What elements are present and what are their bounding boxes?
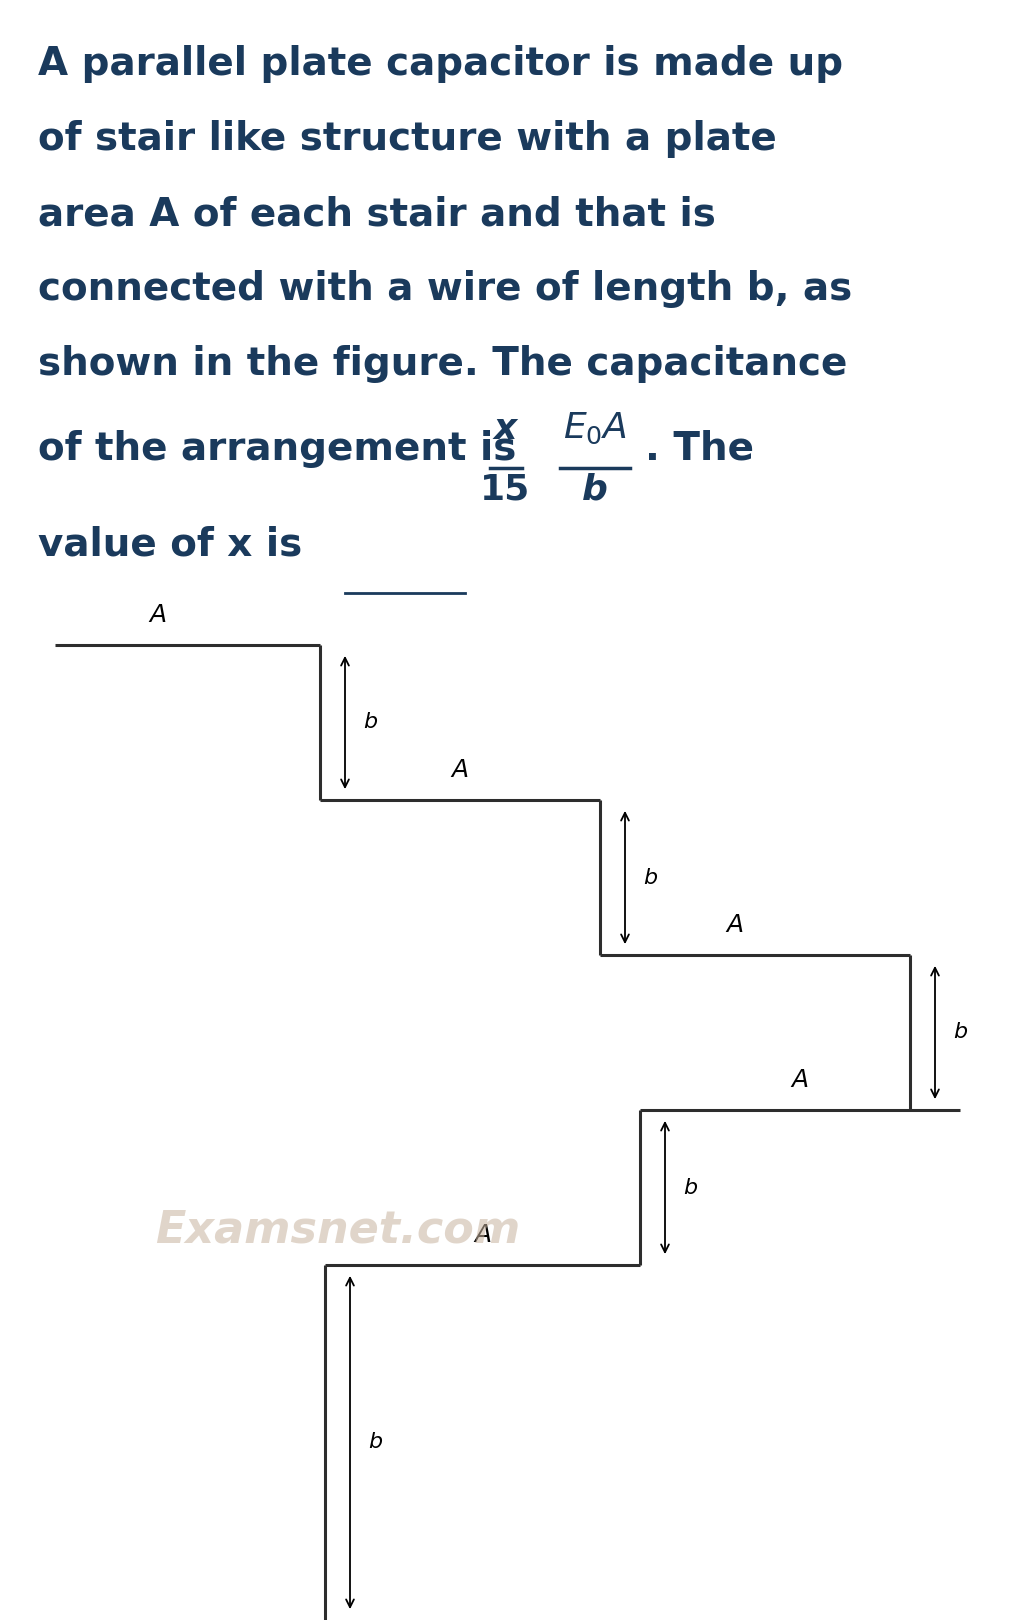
Text: shown in the figure. The capacitance: shown in the figure. The capacitance	[38, 345, 848, 382]
Text: value of x is: value of x is	[38, 525, 302, 564]
Text: b: b	[953, 1022, 967, 1043]
Text: connected with a wire of length b, as: connected with a wire of length b, as	[38, 271, 852, 308]
Text: A: A	[474, 1223, 492, 1247]
Text: b: b	[643, 867, 657, 888]
Text: 15: 15	[480, 473, 530, 507]
Text: b: b	[362, 713, 377, 732]
Text: of stair like structure with a plate: of stair like structure with a plate	[38, 120, 777, 159]
Text: A: A	[148, 603, 166, 627]
Text: . The: . The	[645, 429, 754, 468]
Text: area A of each stair and that is: area A of each stair and that is	[38, 194, 716, 233]
Text: $E_0 A$: $E_0 A$	[563, 411, 627, 446]
Text: b: b	[368, 1432, 382, 1453]
Text: b: b	[582, 473, 608, 507]
Text: A: A	[726, 914, 743, 936]
Text: A: A	[452, 758, 469, 782]
Text: b: b	[683, 1178, 697, 1197]
Text: Examsnet.com: Examsnet.com	[155, 1209, 520, 1252]
Text: of the arrangement is: of the arrangement is	[38, 429, 529, 468]
Text: A parallel plate capacitor is made up: A parallel plate capacitor is made up	[38, 45, 843, 83]
Text: A: A	[792, 1068, 809, 1092]
Text: x: x	[494, 411, 517, 446]
